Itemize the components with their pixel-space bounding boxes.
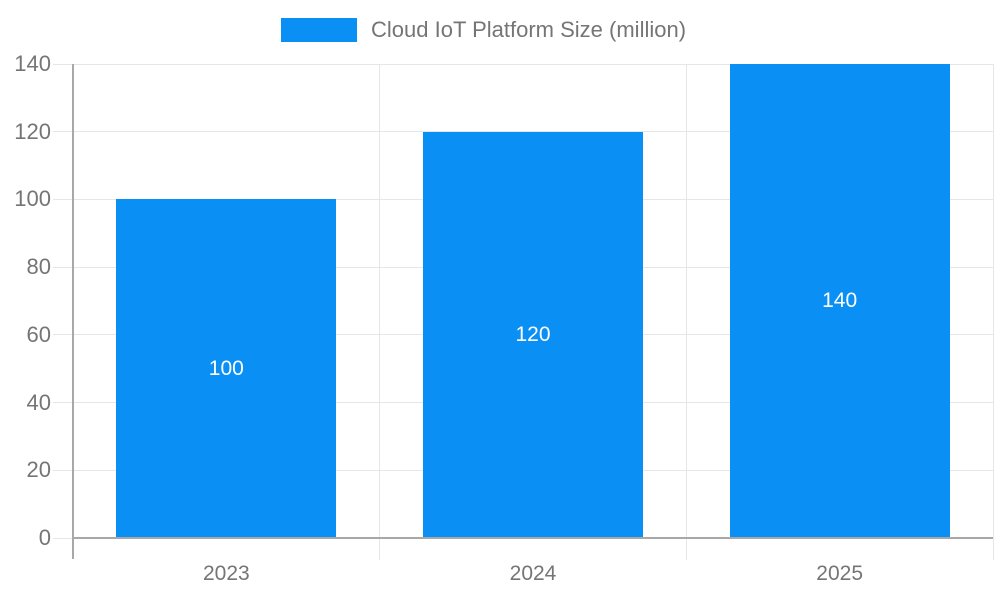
x-gridline xyxy=(992,64,994,560)
y-tick-mark xyxy=(53,537,73,539)
x-tick-label: 2023 xyxy=(202,562,250,585)
y-tick-label: 140 xyxy=(14,51,51,76)
y-tick-label: 80 xyxy=(26,254,51,280)
y-axis-line xyxy=(72,64,74,559)
y-tick-label: 40 xyxy=(26,389,51,415)
y-tick-label: 20 xyxy=(26,457,51,483)
x-tick-label: 2024 xyxy=(509,562,557,585)
y-gridline xyxy=(53,63,993,65)
x-gridline xyxy=(685,64,687,560)
y-tick-label: 0 xyxy=(38,525,51,550)
bar-2023[interactable] xyxy=(116,199,337,538)
legend-label: Cloud IoT Platform Size (million) xyxy=(371,17,687,42)
y-tick-label: 60 xyxy=(26,321,51,347)
bar-2024[interactable] xyxy=(423,131,643,538)
legend-swatch xyxy=(281,18,357,42)
bar-2025[interactable] xyxy=(729,64,950,538)
legend-item[interactable]: Cloud IoT Platform Size (million) xyxy=(281,18,686,42)
x-axis-line xyxy=(73,537,993,539)
y-tick-label: 100 xyxy=(14,186,51,212)
x-tick-label: 2025 xyxy=(816,562,864,585)
y-tick-label: 120 xyxy=(14,118,51,144)
x-gridline xyxy=(379,64,381,560)
